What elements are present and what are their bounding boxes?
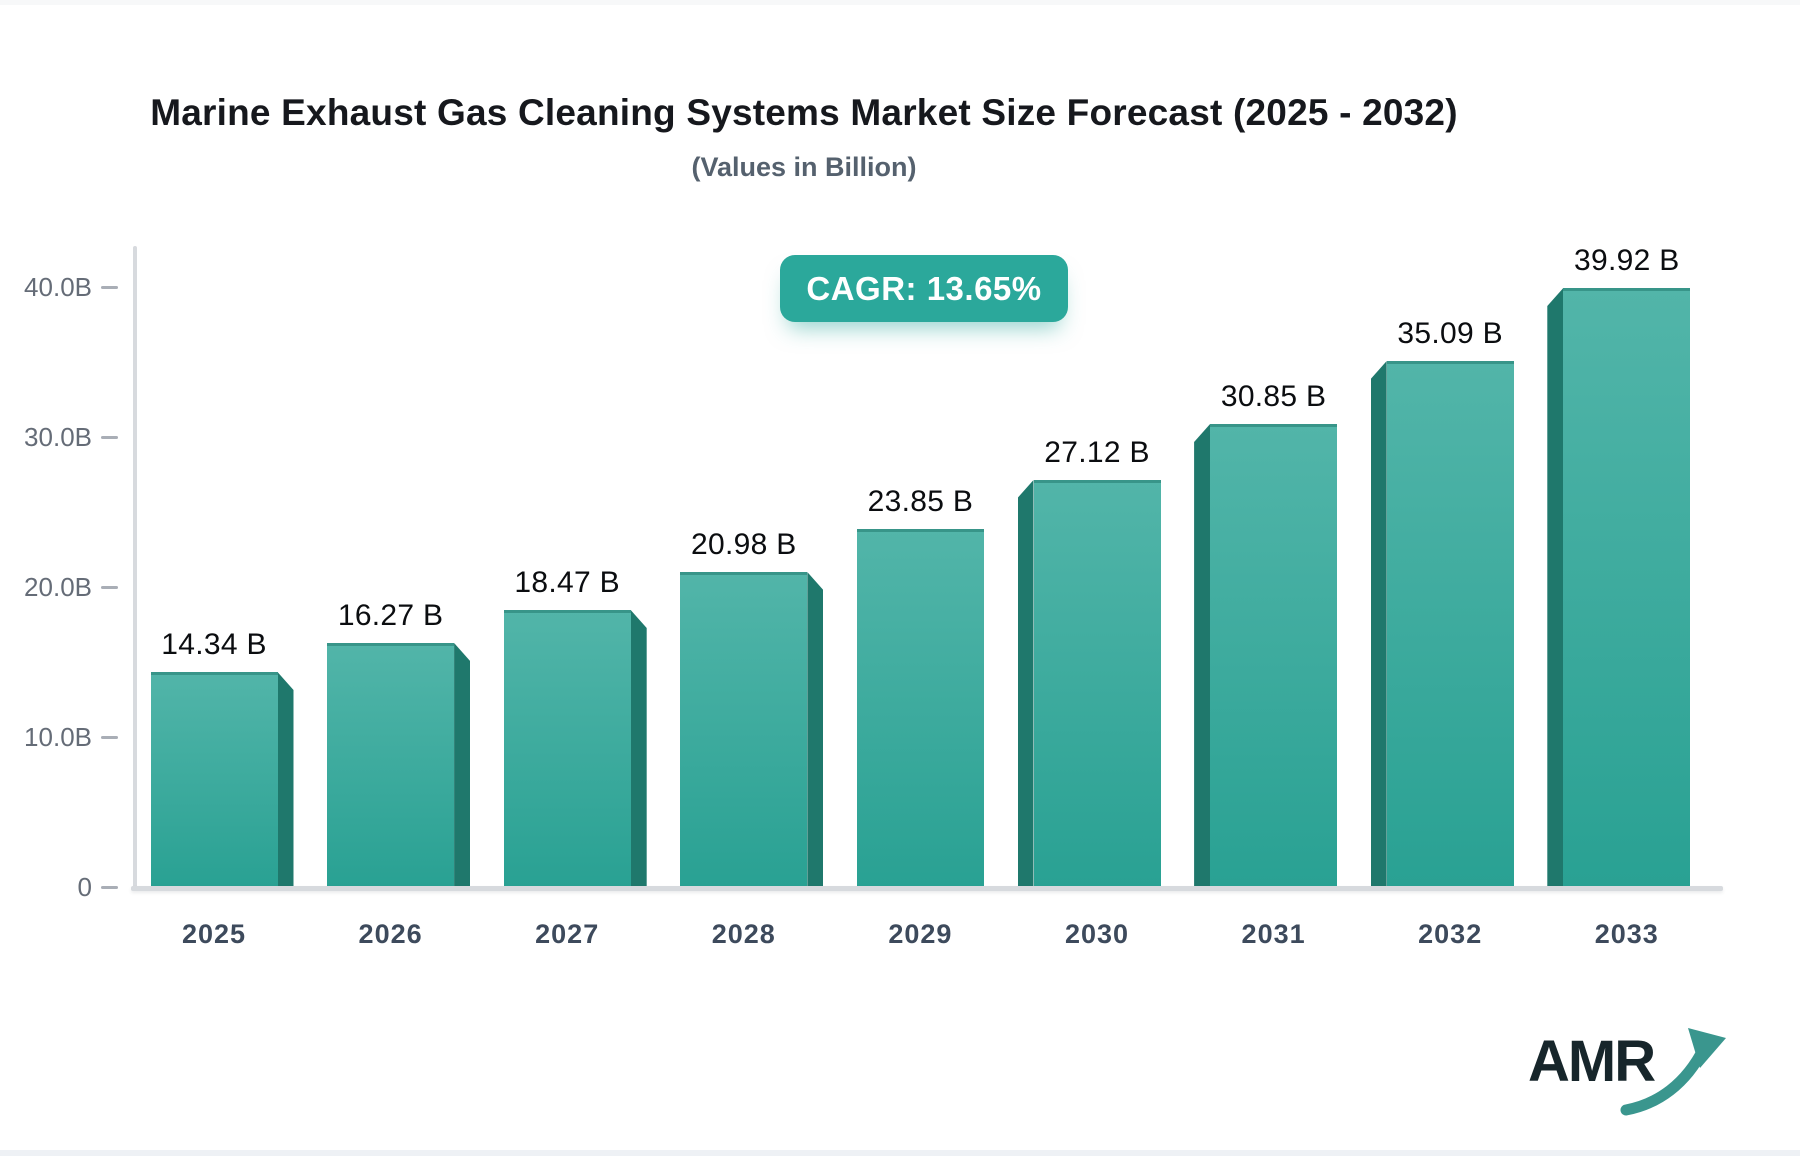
x-axis-label-2026: 2026 [358,919,423,949]
y-axis-label-0: 0 [77,872,92,902]
top-edge-strip [0,0,1800,5]
bar-side-panel-2033 [1547,288,1564,887]
chart-subtitle: (Values in Billion) [691,152,917,182]
y-axis-line [133,246,137,890]
bar-value-label-2025: 14.34 B [161,628,267,661]
bar-2028[interactable] [680,572,808,887]
y-axis-tick-mark [101,586,118,589]
bar-side-panel-2032 [1370,361,1387,887]
bar-side-panel-2030 [1017,480,1034,887]
bottom-edge-strip [0,1150,1800,1156]
cagr-badge-label: CAGR: 13.65% [806,269,1042,307]
y-axis-tick-mark [101,886,118,889]
y-axis-label-10.0B: 10.0B [24,722,92,752]
bar-value-label-2033: 39.92 B [1574,244,1680,277]
x-axis-label-2027: 2027 [535,919,600,949]
bar-value-label-2026: 16.27 B [337,599,444,632]
bar-2027[interactable] [503,610,631,887]
growth-arrow-icon [1620,1028,1726,1116]
bar-2025[interactable] [150,672,278,887]
bar-2031[interactable] [1210,424,1338,887]
bar-value-label-2028: 20.98 B [691,528,797,561]
title-block: Marine Exhaust Gas Cleaning Systems Mark… [0,92,1608,183]
y-axis-tick-mark [101,286,118,289]
bar-value-label-2032: 35.09 B [1397,317,1503,350]
y-axis-label-40.0B: 40.0B [24,272,92,302]
x-axis-label-2028: 2028 [711,919,776,949]
x-axis-label-2033: 2033 [1594,919,1659,949]
chart-title: Marine Exhaust Gas Cleaning Systems Mark… [150,92,1458,133]
bar-side-panel-2028 [807,572,824,887]
bar-side-panel-2031 [1194,424,1211,887]
bar-value-label-2027: 18.47 B [514,566,620,599]
bar-2030[interactable] [1033,480,1161,887]
bar-side-panel-2025 [277,672,294,887]
bar-value-label-2030: 27.12 B [1044,436,1150,469]
amr-logo: AMR [1528,1018,1732,1122]
bar-side-panel-2027 [630,610,647,887]
amr-logo-text: AMR [1528,1029,1656,1094]
bar-value-label-2029: 23.85 B [867,485,974,518]
bar-2026[interactable] [327,643,455,887]
cagr-badge: CAGR: 13.65% [780,255,1068,322]
bar-side-panel-2026 [454,643,471,887]
y-axis-label-30.0B: 30.0B [24,422,92,452]
y-axis-tick-mark [101,736,118,739]
x-axis-label-2029: 2029 [888,919,953,949]
x-axis-label-2030: 2030 [1064,919,1130,949]
x-axis-label-2025: 2025 [181,919,247,949]
bar-2033[interactable] [1563,288,1691,887]
x-axis-baseline [131,886,1723,891]
bar-value-label-2031: 30.85 B [1220,380,1327,413]
bar-2032[interactable] [1386,361,1514,887]
y-axis-label-20.0B: 20.0B [24,572,92,602]
x-axis-label-2031: 2031 [1241,919,1306,949]
y-axis-tick-mark [101,436,118,439]
x-axis-label-2032: 2032 [1418,919,1483,949]
bar-2029[interactable] [856,529,984,887]
